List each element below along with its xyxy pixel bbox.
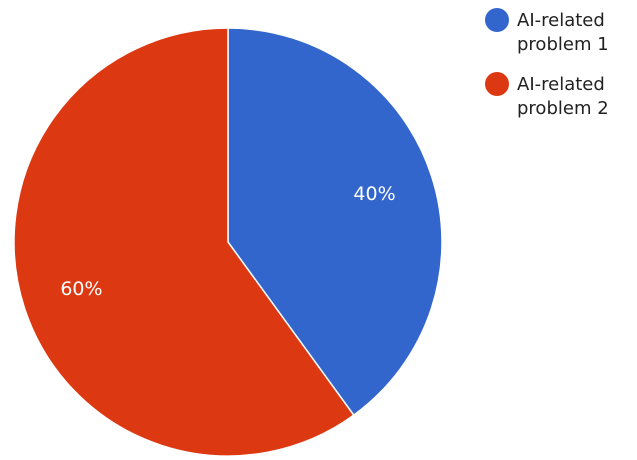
pie-slice-labels: 40% 60%: [60, 183, 395, 300]
pie-slice-2: [13, 27, 355, 457]
legend: AI-related problem 1 AI-related problem 2: [485, 8, 609, 119]
pie-slice-label-2: 60%: [60, 278, 102, 300]
legend-swatch-2: [485, 72, 509, 96]
legend-swatch-1: [485, 8, 509, 32]
pie-slice-label-1: 40%: [353, 183, 395, 205]
legend-label-2: AI-related problem 2: [517, 74, 609, 119]
pie-slice-1: [227, 27, 443, 417]
legend-label-1: AI-related problem 1: [517, 10, 609, 55]
pie-slices: [13, 27, 443, 457]
